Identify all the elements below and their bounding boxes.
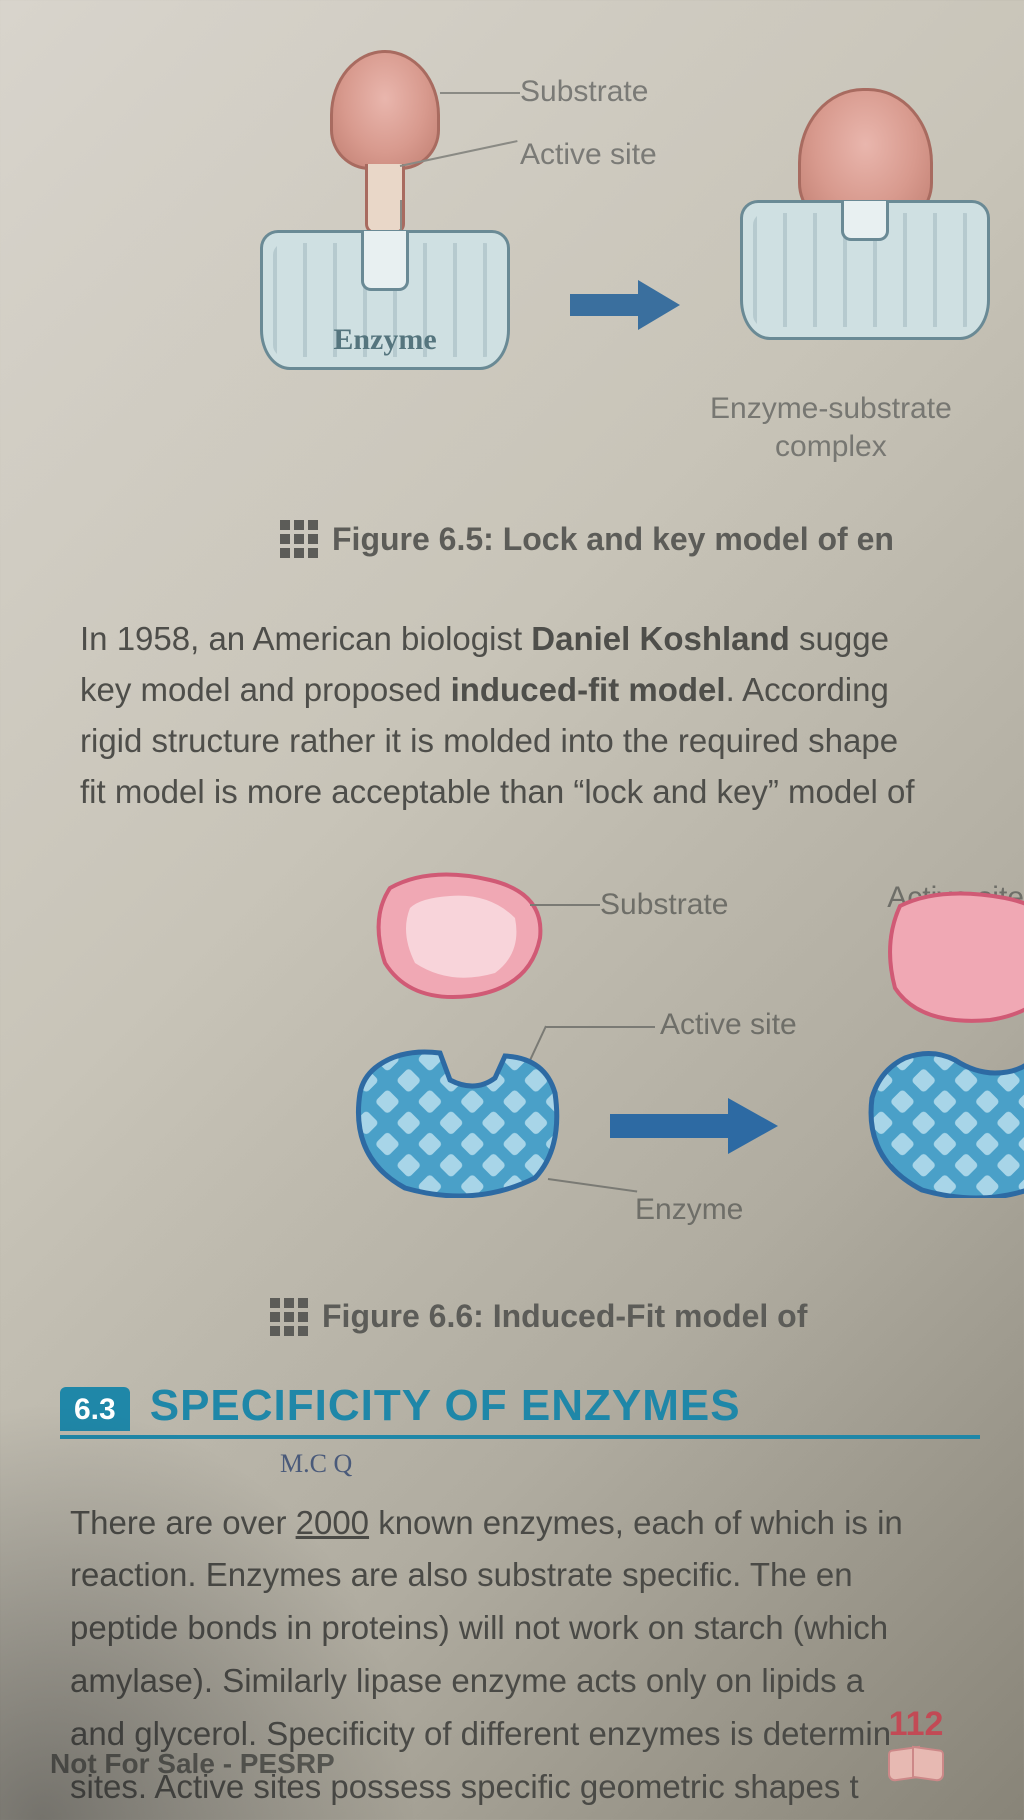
enzyme-blob-2	[860, 1038, 1024, 1198]
leader-line	[545, 1026, 655, 1028]
section-underline	[60, 1435, 980, 1439]
figure-6-5-caption-text: Figure 6.5: Lock and key model of en	[332, 521, 894, 558]
figure-6-6-caption: Figure 6.6: Induced-Fit model of	[270, 1298, 1024, 1336]
page-footer: Not For Sale - PESRP 112	[50, 1705, 1024, 1780]
section-title: SPECIFICITY OF ENZYMES	[150, 1381, 741, 1431]
figure-6-6-caption-text: Figure 6.6: Induced-Fit model of	[322, 1298, 807, 1335]
enzyme-blob-1	[345, 1038, 565, 1198]
label-active-site: Active site	[520, 138, 657, 172]
substrate-shape-1	[325, 50, 445, 230]
paragraph-koshland: In 1958, an American biologist Daniel Ko…	[80, 613, 1024, 818]
substrate-blob-1	[360, 868, 550, 1008]
figure-6-5-caption: Figure 6.5: Lock and key model of en	[280, 520, 1024, 558]
label-enzyme: Enzyme	[333, 323, 436, 357]
section-heading: 6.3 SPECIFICITY OF ENZYMES	[60, 1381, 1024, 1431]
label-enzyme: Enzyme	[635, 1193, 743, 1227]
section-number-badge: 6.3	[60, 1387, 130, 1431]
not-for-sale-text: Not For Sale - PESRP	[50, 1748, 335, 1780]
label-complex-line1: Enzyme-substrate	[710, 390, 952, 428]
leader-line	[530, 904, 600, 906]
figure-6-6: Substrate Active site Active site cha it…	[290, 848, 1024, 1298]
grid-icon	[280, 520, 318, 558]
label-complex: Enzyme-substrate complex	[710, 390, 952, 465]
label-substrate: Substrate	[520, 75, 648, 109]
leader-line	[440, 92, 520, 94]
textbook-page: Substrate Active site Enzyme Enzyme-su	[0, 0, 1024, 1820]
book-icon	[888, 1748, 944, 1780]
grid-icon	[270, 1298, 308, 1336]
enzyme-shape-1: Enzyme	[260, 230, 510, 370]
figure-6-5: Substrate Active site Enzyme Enzyme-su	[230, 30, 1024, 510]
enzyme-shape-2	[740, 200, 990, 340]
arrow-icon	[570, 280, 680, 330]
substrate-blob-2	[875, 888, 1024, 1028]
page-number: 112	[888, 1705, 944, 1744]
handwritten-annotation: M.C Q	[280, 1449, 1024, 1479]
label-substrate: Substrate	[600, 888, 728, 922]
label-active-site: Active site	[660, 1008, 797, 1042]
page-number-block: 112	[888, 1705, 944, 1780]
arrow-icon	[610, 1098, 780, 1154]
label-complex-line2: complex	[710, 428, 952, 466]
